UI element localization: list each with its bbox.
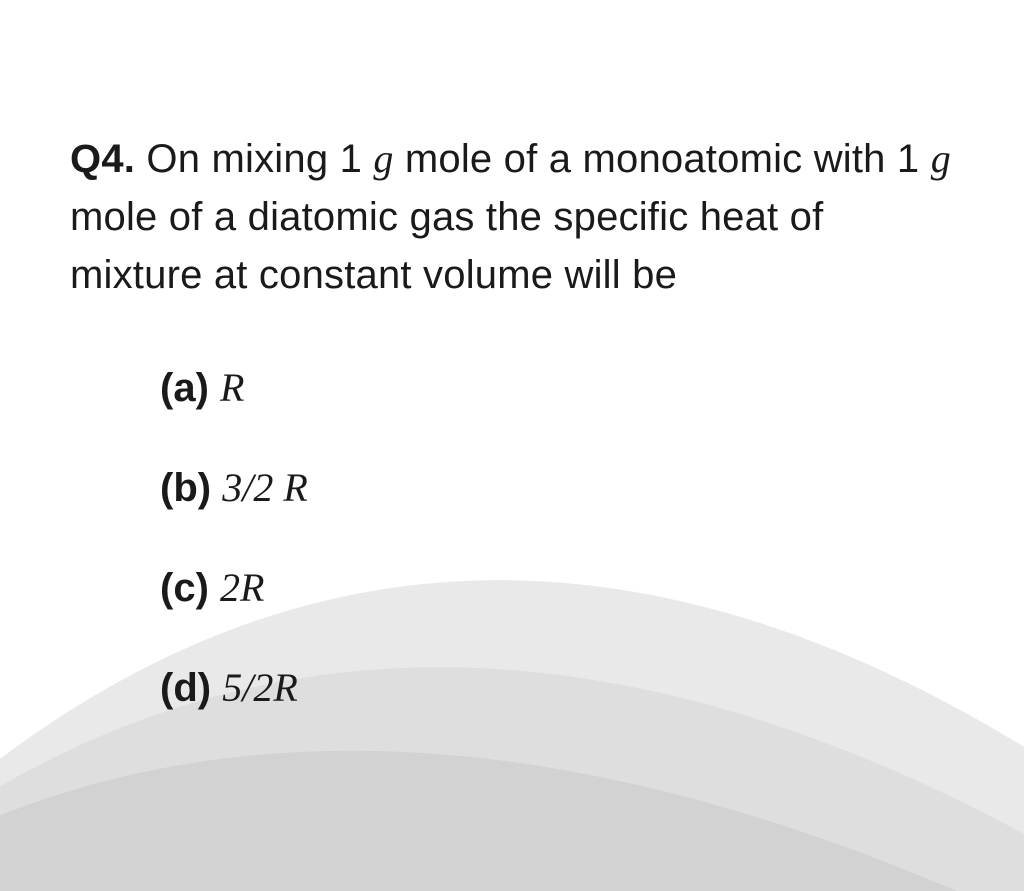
option-label: (a) — [160, 366, 209, 410]
stem-part-3: mole of a diatomic gas the specific heat… — [70, 195, 823, 297]
option-value: 2R — [220, 565, 264, 610]
option-label: (d) — [160, 666, 211, 710]
math-g-1: g — [373, 136, 393, 181]
option-d: (d) 5/2R — [160, 664, 964, 712]
question-stem: Q4. On mixing 1 g mole of a monoatomic w… — [70, 130, 964, 304]
option-value: R — [220, 365, 244, 410]
option-value: 3/2 R — [222, 465, 308, 510]
stem-part-2: mole of a monoatomic with 1 — [394, 137, 931, 181]
question-number: Q4. — [70, 137, 135, 181]
options-list: (a) R (b) 3/2 R (c) 2R (d) 5/2R — [70, 364, 964, 712]
option-label: (c) — [160, 566, 209, 610]
option-b: (b) 3/2 R — [160, 464, 964, 512]
option-c: (c) 2R — [160, 564, 964, 612]
math-g-2: g — [931, 136, 951, 181]
option-a: (a) R — [160, 364, 964, 412]
question-block: Q4. On mixing 1 g mole of a monoatomic w… — [0, 0, 1024, 712]
option-value: 5/2R — [222, 665, 298, 710]
option-label: (b) — [160, 466, 211, 510]
stem-part-1: On mixing 1 — [146, 137, 373, 181]
